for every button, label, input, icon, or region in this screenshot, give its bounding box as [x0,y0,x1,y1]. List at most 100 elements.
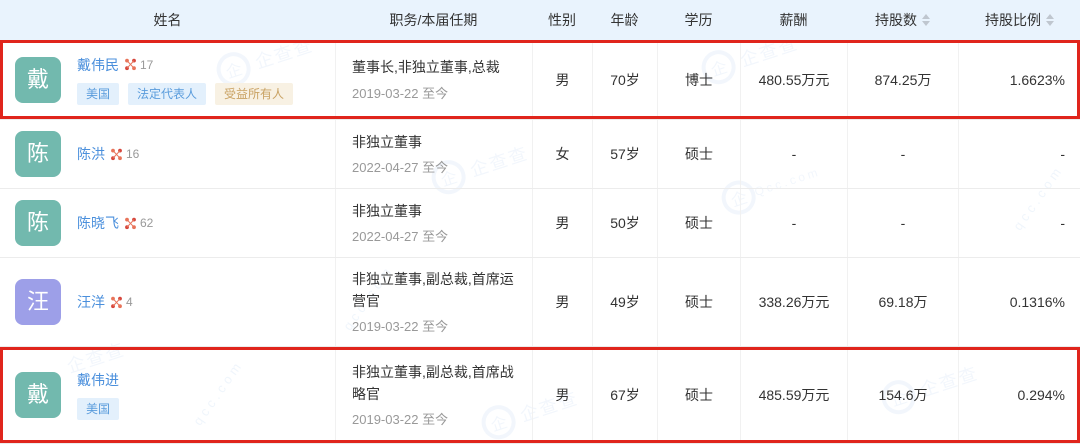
term-dates: 2019-03-22 至今 [352,412,449,428]
relation-count: 17 [140,57,154,72]
col-header-label: 性别 [548,12,576,28]
education-cell: 硕士 [657,347,740,443]
position-titles: 董事长,非独立董事,总裁 [352,59,500,76]
position-titles: 非独立董事,副总裁,首席运营官 [352,270,514,309]
col-header-label: 年龄 [610,12,639,28]
tag-beneficial-owner: 受益所有人 [215,82,294,105]
tag-list: 美国 [77,398,128,420]
position-titles: 非独立董事 [352,202,422,219]
position-cell: 非独立董事 2022-04-27 至今 [335,189,532,257]
col-header-position: 职务/本届任期 [335,10,532,30]
col-header-gender: 性别 [532,10,592,30]
table-row: 戴 戴伟进 美国 非独立董事,副总裁,首席战略官 2019-03-22 至今 男… [0,347,1080,444]
avatar: 戴 [15,56,61,103]
name-block: 陈晓飞 62 [77,213,153,233]
education-cell: 硕士 [657,120,740,188]
age-cell: 57岁 [592,120,657,188]
name-cell: 戴 戴伟民 17 美国 [0,40,335,119]
position-cell: 非独立董事,副总裁,首席战略官 2019-03-22 至今 [335,347,532,443]
col-header-ratio[interactable]: 持股比例 [958,10,1080,30]
col-header-label: 姓名 [153,12,182,28]
col-header-label: 持股比例 [985,12,1041,28]
relation-graph-icon [111,148,122,160]
person-name-link[interactable]: 汪洋 [77,294,105,310]
term-dates: 2022-04-27 至今 [352,229,449,245]
relation-graph-link[interactable]: 16 [110,147,139,161]
gender-cell: 男 [532,347,592,443]
position-cell: 非独立董事,副总裁,首席运营官 2019-03-22 至今 [335,258,532,346]
education-cell: 硕士 [657,258,740,346]
col-header-shares[interactable]: 持股数 [847,10,958,30]
shares-cell: - [847,120,958,188]
person-name-link[interactable]: 戴伟民 [77,56,119,73]
name-cell: 戴 戴伟进 美国 [0,347,335,443]
age-cell: 67岁 [592,347,657,443]
name-block: 戴伟进 美国 [77,370,128,420]
ratio-cell: 0.1316% [958,258,1080,346]
relation-graph-link[interactable]: 17 [124,58,153,72]
relation-graph-link[interactable]: 4 [110,295,133,309]
table-row: 陈 陈洪 16 [0,120,1080,189]
name-block: 戴伟民 17 美国 法定代表人 受益所有人 [77,55,302,105]
col-header-age: 年龄 [592,10,657,30]
table-row: 汪 汪洋 4 [0,258,1080,347]
relation-graph-icon [125,58,136,71]
relation-count: 16 [126,147,140,161]
sort-carets-icon[interactable] [1046,14,1054,26]
position-cell: 非独立董事 2022-04-27 至今 [335,120,532,188]
relation-graph-icon [111,296,122,308]
gender-cell: 男 [532,40,592,119]
name-block: 汪洋 4 [77,292,133,312]
col-header-label: 持股数 [875,12,917,28]
relation-graph-link[interactable]: 62 [124,216,153,230]
shares-cell: 69.18万 [847,258,958,346]
salary-cell: - [740,120,847,188]
age-cell: 50岁 [592,189,657,257]
col-header-label: 学历 [684,12,713,28]
col-header-name: 姓名 [0,10,335,30]
avatar: 戴 [15,372,61,418]
ratio-cell: 1.6623% [958,40,1080,119]
salary-cell: 480.55万元 [740,40,847,119]
table-row: 陈 陈晓飞 62 [0,189,1080,258]
shares-cell: - [847,189,958,257]
term-dates: 2019-03-22 至今 [352,85,449,101]
ratio-cell: 0.294% [958,347,1080,443]
table-row: 戴 戴伟民 17 美国 [0,40,1080,120]
person-name-link[interactable]: 戴伟进 [77,372,119,388]
shares-cell: 874.25万 [847,40,958,119]
age-cell: 70岁 [592,40,657,119]
tag-country: 美国 [77,398,120,420]
position-titles: 非独立董事,副总裁,首席战略官 [352,363,514,402]
ratio-cell: - [958,189,1080,257]
salary-cell: - [740,189,847,257]
person-name-link[interactable]: 陈晓飞 [77,215,119,231]
education-cell: 硕士 [657,189,740,257]
col-header-label: 薪酬 [779,12,808,28]
age-cell: 49岁 [592,258,657,346]
relation-count: 4 [126,295,133,309]
avatar: 陈 [15,200,61,246]
gender-cell: 男 [532,189,592,257]
tag-list: 美国 法定代表人 受益所有人 [77,82,302,105]
person-name-link[interactable]: 陈洪 [77,146,105,162]
avatar: 汪 [15,279,61,325]
gender-cell: 女 [532,120,592,188]
position-cell: 董事长,非独立董事,总裁 2019-03-22 至今 [335,40,532,119]
education-cell: 博士 [657,40,740,119]
salary-cell: 485.59万元 [740,347,847,443]
name-block: 陈洪 16 [77,144,139,164]
shares-cell: 154.6万 [847,347,958,443]
table-header-row: 姓名 职务/本届任期 性别 年龄 学历 薪酬 持股数 持股比例 [0,0,1080,40]
tag-country: 美国 [77,82,120,105]
position-titles: 非独立董事 [352,133,422,150]
sort-carets-icon[interactable] [922,14,930,26]
col-header-salary: 薪酬 [740,10,847,30]
avatar: 陈 [15,131,61,177]
term-dates: 2019-03-22 至今 [352,319,449,335]
salary-cell: 338.26万元 [740,258,847,346]
term-dates: 2022-04-27 至今 [352,160,449,176]
name-cell: 汪 汪洋 4 [0,258,335,346]
